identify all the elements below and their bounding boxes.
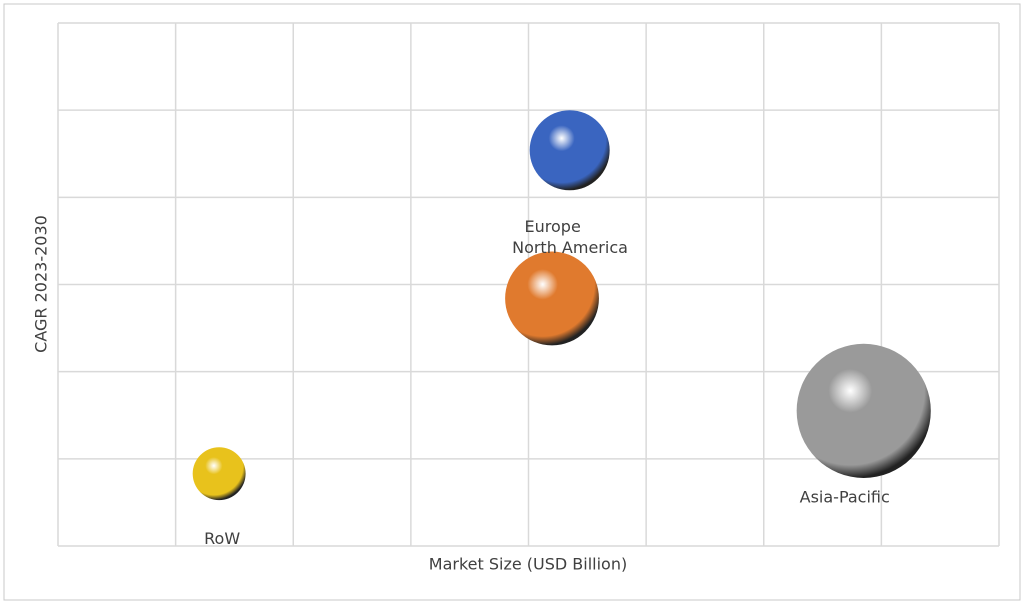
bubble xyxy=(505,251,599,346)
bubble-label: Asia-Pacific xyxy=(800,487,890,506)
bubble-label: RoW xyxy=(204,529,240,548)
bubble xyxy=(796,343,931,478)
bubble-label: Europe xyxy=(525,217,581,236)
y-axis-label: CAGR 2023-2030 xyxy=(32,215,51,353)
bubble xyxy=(529,110,610,191)
bubble-label: North America xyxy=(512,238,628,257)
x-axis-label: Market Size (USD Billion) xyxy=(429,555,627,574)
bubble xyxy=(192,447,246,501)
